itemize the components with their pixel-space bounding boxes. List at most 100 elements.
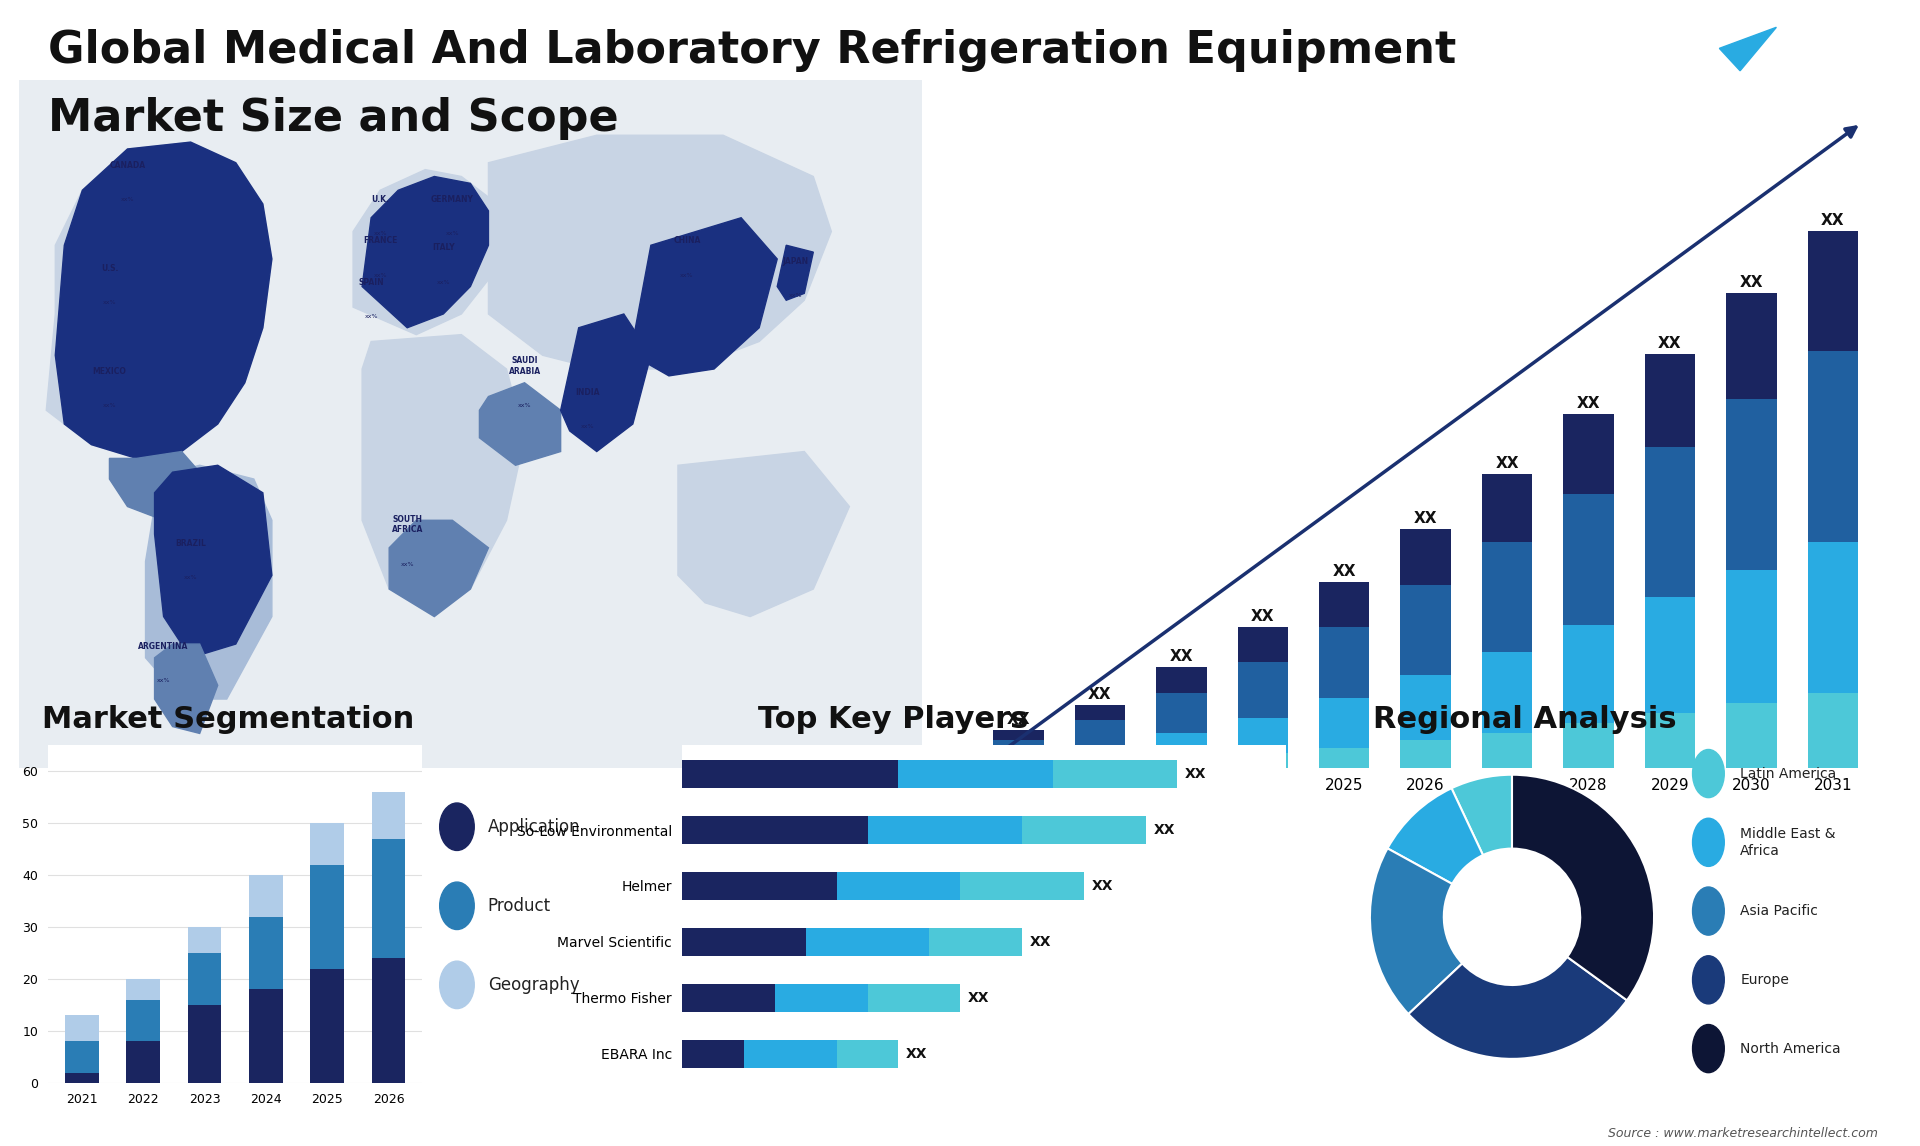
Polygon shape <box>678 452 849 617</box>
Bar <box>1075 745 1125 760</box>
Wedge shape <box>1409 957 1626 1059</box>
Bar <box>1156 758 1206 768</box>
Bar <box>1400 529 1452 584</box>
Bar <box>1807 351 1859 542</box>
Bar <box>127 1042 159 1083</box>
Wedge shape <box>1452 775 1513 855</box>
Bar <box>1156 692 1206 732</box>
Text: xx%: xx% <box>121 197 134 202</box>
Text: XX: XX <box>1659 336 1682 351</box>
Text: XX: XX <box>1185 767 1206 782</box>
Polygon shape <box>1663 28 1720 71</box>
Text: XX: XX <box>1252 610 1275 625</box>
Circle shape <box>1693 749 1724 798</box>
Bar <box>65 1042 98 1073</box>
Text: ITALY: ITALY <box>432 243 455 252</box>
Text: xx%: xx% <box>680 273 693 277</box>
Bar <box>1807 542 1859 692</box>
Bar <box>1563 723 1613 768</box>
Bar <box>372 839 405 958</box>
Bar <box>682 816 868 845</box>
Text: U.S.: U.S. <box>100 264 119 273</box>
Bar <box>1645 447 1695 597</box>
Bar <box>1319 698 1369 747</box>
Bar <box>1238 662 1288 717</box>
Bar <box>1319 627 1369 698</box>
Circle shape <box>1693 818 1724 866</box>
Bar <box>682 1039 743 1068</box>
Polygon shape <box>363 335 524 617</box>
Text: MARKET: MARKET <box>1803 38 1847 48</box>
Bar <box>1645 354 1695 447</box>
Circle shape <box>440 803 474 850</box>
Bar <box>1482 542 1532 652</box>
Polygon shape <box>109 452 200 520</box>
Text: Global Medical And Laboratory Refrigeration Equipment: Global Medical And Laboratory Refrigerat… <box>48 29 1455 72</box>
Circle shape <box>1693 1025 1724 1073</box>
Bar <box>1319 747 1369 768</box>
Text: xx%: xx% <box>184 575 198 580</box>
Bar <box>993 755 1044 763</box>
Bar <box>993 730 1044 740</box>
Polygon shape <box>634 218 778 376</box>
Bar <box>1482 652 1532 732</box>
Text: XX: XX <box>1006 712 1031 728</box>
Bar <box>188 927 221 953</box>
Text: SAUDI
ARABIA: SAUDI ARABIA <box>509 356 541 376</box>
Wedge shape <box>1513 775 1653 1000</box>
Text: XX: XX <box>1031 935 1052 949</box>
Bar <box>743 1039 837 1068</box>
Text: xx%: xx% <box>445 231 459 236</box>
Polygon shape <box>488 135 831 369</box>
Bar <box>1482 474 1532 542</box>
Text: Latin America: Latin America <box>1740 767 1836 780</box>
Text: xx%: xx% <box>372 273 388 277</box>
Text: XX: XX <box>1169 650 1192 665</box>
Bar <box>899 760 1054 788</box>
Bar <box>1156 732 1206 758</box>
Bar <box>774 983 868 1012</box>
Text: Regional Analysis: Regional Analysis <box>1373 705 1676 733</box>
Bar <box>806 928 929 956</box>
Bar <box>372 958 405 1083</box>
Text: JAPAN: JAPAN <box>781 257 808 266</box>
Text: XX: XX <box>1740 275 1763 290</box>
Text: INTELLECT: INTELLECT <box>1803 94 1860 103</box>
Text: MEXICO: MEXICO <box>92 367 127 376</box>
Bar <box>65 1015 98 1042</box>
Text: Source : www.marketresearchintellect.com: Source : www.marketresearchintellect.com <box>1607 1127 1878 1140</box>
Wedge shape <box>1371 848 1463 1014</box>
Bar <box>1400 740 1452 768</box>
Text: xx%: xx% <box>102 403 117 408</box>
Bar <box>188 953 221 1005</box>
Polygon shape <box>19 80 922 768</box>
Bar <box>65 1073 98 1083</box>
Bar <box>993 740 1044 755</box>
Text: Application: Application <box>488 818 580 835</box>
Text: XX: XX <box>1496 456 1519 471</box>
Bar <box>1075 720 1125 745</box>
Bar <box>1563 625 1613 723</box>
Polygon shape <box>353 170 497 335</box>
Text: XX: XX <box>906 1046 927 1061</box>
Bar <box>127 999 159 1042</box>
Text: XX: XX <box>968 991 989 1005</box>
Text: xx%: xx% <box>436 280 449 284</box>
Text: Top Key Players: Top Key Players <box>758 705 1029 733</box>
Bar <box>1400 675 1452 740</box>
Text: FRANCE: FRANCE <box>363 236 397 245</box>
Text: xx%: xx% <box>518 403 532 408</box>
Text: XX: XX <box>1089 688 1112 702</box>
Bar <box>868 983 960 1012</box>
Bar <box>682 760 899 788</box>
Text: GERMANY: GERMANY <box>430 195 474 204</box>
Text: INDIA: INDIA <box>576 387 599 397</box>
Bar <box>311 864 344 968</box>
Bar <box>682 928 806 956</box>
Polygon shape <box>561 314 651 452</box>
Text: xx%: xx% <box>401 562 415 566</box>
Text: Market Segmentation: Market Segmentation <box>42 705 415 733</box>
Bar <box>1807 230 1859 351</box>
Bar <box>1482 732 1532 768</box>
Bar <box>250 989 282 1083</box>
